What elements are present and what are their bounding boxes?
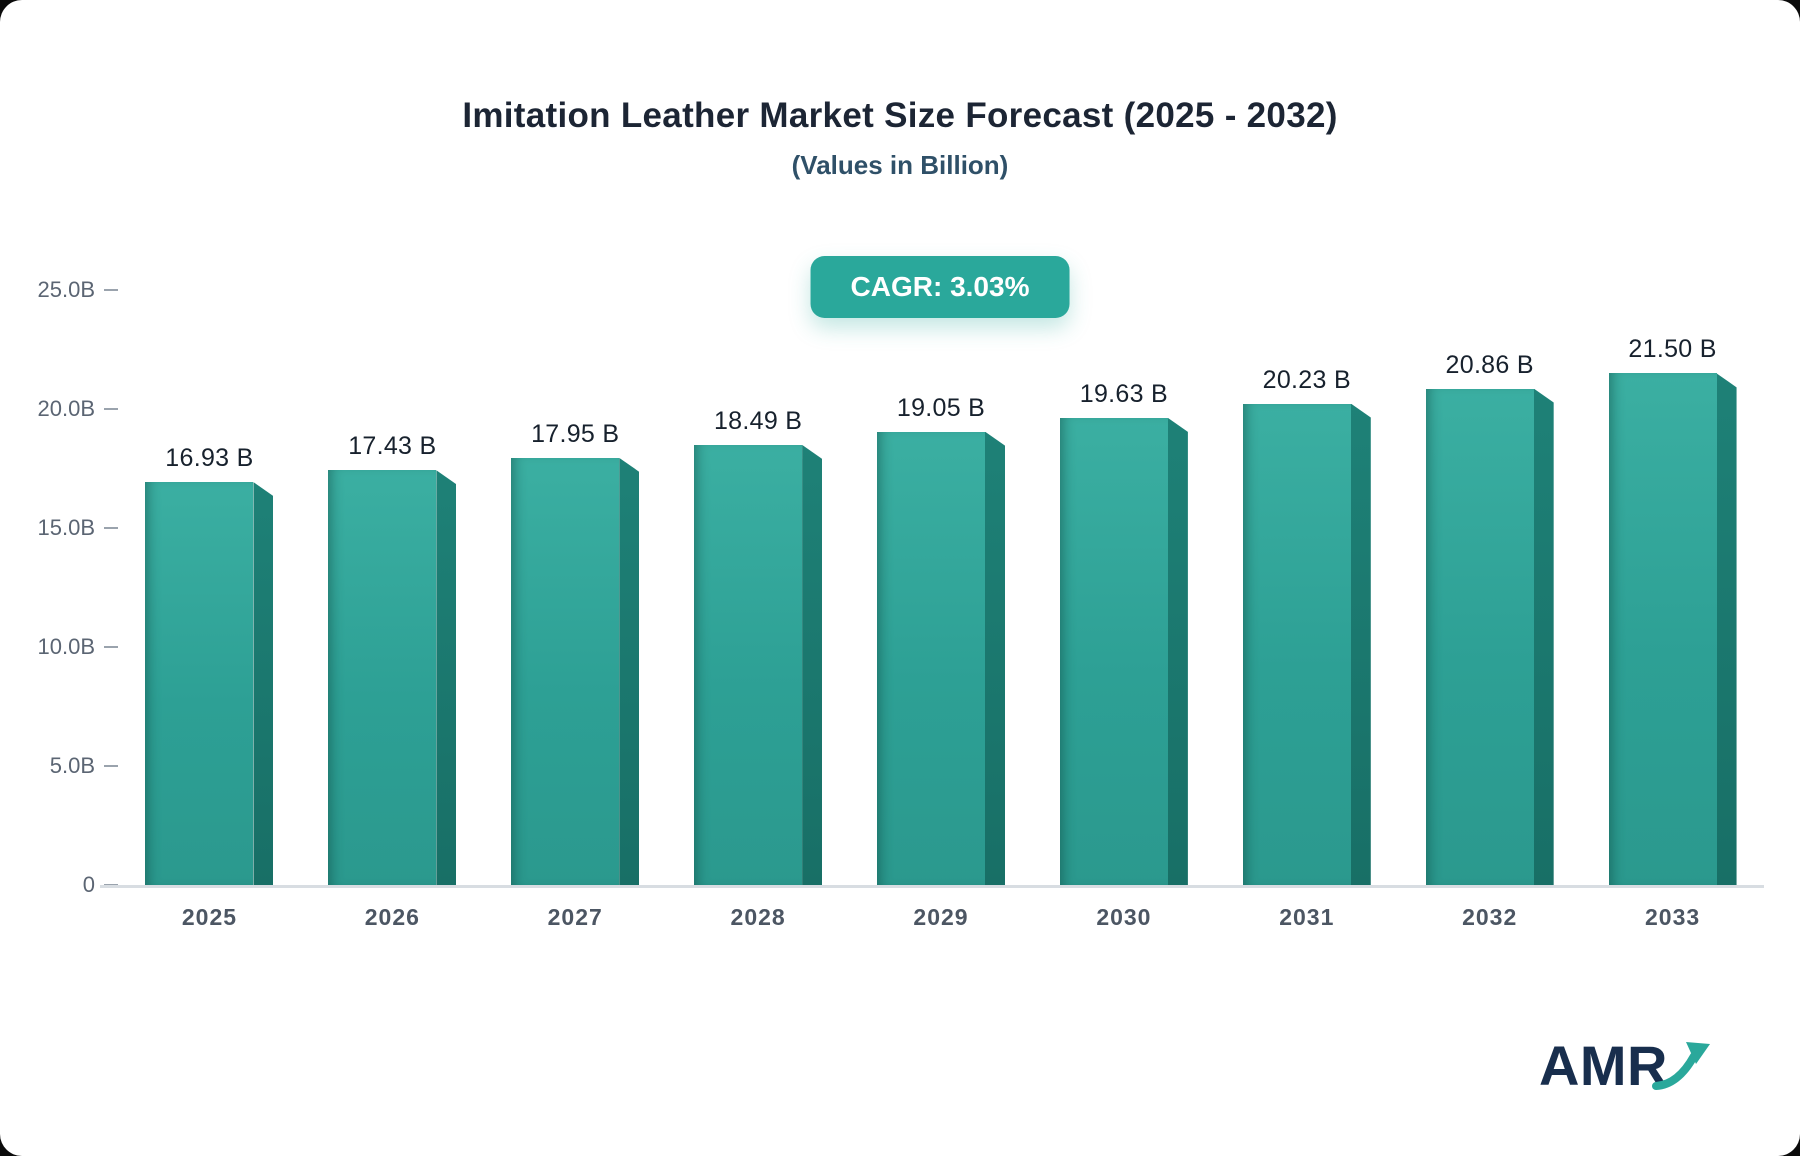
bar-front-face (1608, 373, 1717, 885)
bar-value-label: 17.95 B (531, 419, 620, 448)
x-axis-label: 2027 (547, 904, 603, 930)
bar-column: 20.23 B (1215, 290, 1398, 885)
bar-column: 20.86 B (1398, 290, 1581, 885)
bar-column: 17.43 B (301, 290, 484, 885)
bar-side-face (436, 470, 457, 885)
bar-side-face (619, 457, 640, 885)
bar-side-face (1716, 373, 1737, 885)
bar-2032[interactable] (1425, 388, 1554, 885)
y-tick-label: 25.0B (37, 277, 96, 302)
y-tick-label: 5.0B (49, 753, 95, 778)
x-axis-label: 2025 (181, 904, 238, 930)
bar-value-label: 21.50 B (1628, 335, 1717, 364)
y-tick-dash (104, 765, 118, 767)
bar-column: 21.50 B (1581, 290, 1764, 885)
bar-front-face (1059, 417, 1168, 885)
y-tick-label: 0 (82, 872, 95, 897)
y-tick-label: 10.0B (37, 634, 96, 659)
x-axis-label: 2032 (1462, 904, 1518, 930)
bar-side-face (1533, 388, 1554, 885)
bar-side-face (253, 482, 274, 885)
bar-column: 17.95 B (484, 290, 667, 885)
x-axis-label: 2029 (913, 904, 969, 930)
amr-logo-text: AMR (1538, 1034, 1668, 1097)
bar-2030[interactable] (1059, 417, 1188, 885)
bar-value-label: 16.93 B (165, 444, 254, 473)
bar-2025[interactable] (145, 482, 274, 885)
bar-chart: 25.0B 20.0B 15.0B 10.0B 5.0B 0 16.93 B 17.43 B… (28, 277, 1764, 931)
bar-column: 18.49 B (667, 290, 850, 885)
y-tick: 25.0B (37, 277, 118, 303)
x-axis-label: 2031 (1279, 904, 1335, 930)
bar-front-face (694, 444, 803, 885)
bar-front-face (511, 457, 620, 885)
chart-subtitle: (Values in Billion) (791, 150, 1009, 180)
bar-2026[interactable] (328, 470, 457, 885)
bar-side-face (1167, 417, 1188, 885)
plot-area: 16.93 B 17.43 B 17.95 B 18.49 B 19.05 B 19.63… (100, 290, 1764, 931)
bar-2027[interactable] (511, 457, 640, 885)
y-tick: 20.0B (37, 396, 118, 422)
amr-logo: AMR (1539, 1038, 1716, 1094)
bar-front-face (1242, 403, 1351, 885)
bar-column: 19.63 B (1032, 290, 1215, 885)
bar-front-face (1425, 388, 1534, 885)
chart-title: Imitation Leather Market Size Forecast (… (462, 96, 1338, 135)
bars-row: 16.93 B 17.43 B 17.95 B 18.49 B 19.05 B 19.63… (118, 290, 1764, 885)
y-tick-dash (104, 646, 118, 648)
x-axis-label: 2028 (730, 904, 786, 930)
y-tick-label: 15.0B (37, 515, 96, 540)
bar-front-face (877, 431, 985, 885)
bar-front-face (328, 470, 437, 885)
x-axis-label: 2026 (364, 904, 420, 930)
cagr-badge: CAGR: 3.03% (810, 256, 1070, 318)
bar-side-face (1350, 403, 1371, 885)
x-axis-line (100, 885, 1764, 888)
y-tick: 15.0B (37, 515, 118, 541)
x-axis-labels: 2025 2026 2027 2028 2029 2030 2031 2032 2033 (118, 904, 1764, 931)
bar-value-label: 20.23 B (1262, 365, 1351, 394)
bar-value-label: 20.86 B (1445, 350, 1534, 379)
bar-2029[interactable] (877, 431, 1005, 885)
y-tick-label: 20.0B (37, 396, 96, 421)
arrow-up-right-icon (1652, 1042, 1710, 1090)
y-tick-dash (104, 408, 118, 410)
bar-2028[interactable] (694, 444, 823, 885)
x-axis-label: 2033 (1644, 904, 1701, 930)
bar-2031[interactable] (1242, 403, 1371, 885)
y-tick-dash (104, 527, 118, 529)
y-axis: 25.0B 20.0B 15.0B 10.0B 5.0B 0 (28, 277, 118, 897)
bar-2033[interactable] (1608, 373, 1737, 885)
y-tick-dash (104, 289, 118, 291)
x-axis-label: 2030 (1096, 904, 1152, 930)
y-tick: 10.0B (37, 634, 118, 660)
bar-side-face (985, 431, 1005, 885)
bar-column: 19.05 B (850, 290, 1033, 885)
bar-front-face (145, 482, 254, 885)
bar-value-label: 19.05 B (896, 393, 986, 422)
bar-side-face (802, 444, 823, 885)
bar-column: 16.93 B (118, 290, 301, 885)
bar-value-label: 19.63 B (1079, 379, 1169, 408)
bar-value-label: 17.43 B (348, 432, 437, 461)
bar-value-label: 18.49 B (713, 406, 803, 435)
y-tick: 5.0B (50, 753, 118, 779)
